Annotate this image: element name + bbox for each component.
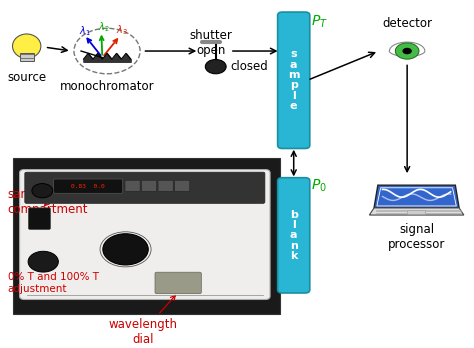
Circle shape <box>28 251 58 272</box>
Polygon shape <box>377 188 456 206</box>
Text: detector: detector <box>382 17 432 30</box>
Polygon shape <box>390 42 425 56</box>
Circle shape <box>32 183 53 198</box>
Text: $P_T$: $P_T$ <box>311 14 328 30</box>
Ellipse shape <box>12 34 41 58</box>
FancyBboxPatch shape <box>158 180 173 191</box>
Text: 0.83  0.0: 0.83 0.0 <box>71 184 105 189</box>
Text: source: source <box>7 71 46 84</box>
FancyBboxPatch shape <box>278 178 310 293</box>
Polygon shape <box>374 185 459 208</box>
FancyBboxPatch shape <box>19 53 34 61</box>
Text: s
a
m
p
l
e: s a m p l e <box>288 49 300 111</box>
Text: $\lambda_3$: $\lambda_3$ <box>116 23 128 37</box>
Text: b
l
a
n
k: b l a n k <box>290 209 298 261</box>
Circle shape <box>395 43 419 59</box>
Text: 0% T and 100% T
adjustment: 0% T and 100% T adjustment <box>8 255 99 294</box>
Circle shape <box>205 60 226 74</box>
FancyBboxPatch shape <box>12 158 280 314</box>
Polygon shape <box>369 208 464 215</box>
Text: sample
compartment: sample compartment <box>8 188 88 216</box>
Text: $\lambda_2$: $\lambda_2$ <box>98 20 109 34</box>
Text: wavelength
dial: wavelength dial <box>108 295 177 346</box>
Circle shape <box>74 28 140 74</box>
FancyBboxPatch shape <box>408 211 426 214</box>
FancyBboxPatch shape <box>28 208 50 229</box>
Circle shape <box>402 48 412 54</box>
FancyBboxPatch shape <box>54 179 123 193</box>
FancyBboxPatch shape <box>278 12 310 149</box>
FancyBboxPatch shape <box>25 172 265 203</box>
FancyBboxPatch shape <box>174 180 190 191</box>
FancyBboxPatch shape <box>142 180 156 191</box>
Text: signal
processor: signal processor <box>388 223 445 251</box>
FancyBboxPatch shape <box>19 169 270 300</box>
FancyBboxPatch shape <box>155 272 201 294</box>
Text: $\lambda_1$: $\lambda_1$ <box>79 24 91 38</box>
Text: $P_0$: $P_0$ <box>311 177 327 194</box>
FancyBboxPatch shape <box>125 180 140 191</box>
Text: closed: closed <box>230 60 268 73</box>
Text: shutter
open: shutter open <box>190 29 232 57</box>
Circle shape <box>103 234 148 265</box>
Text: monochromator: monochromator <box>60 80 155 93</box>
